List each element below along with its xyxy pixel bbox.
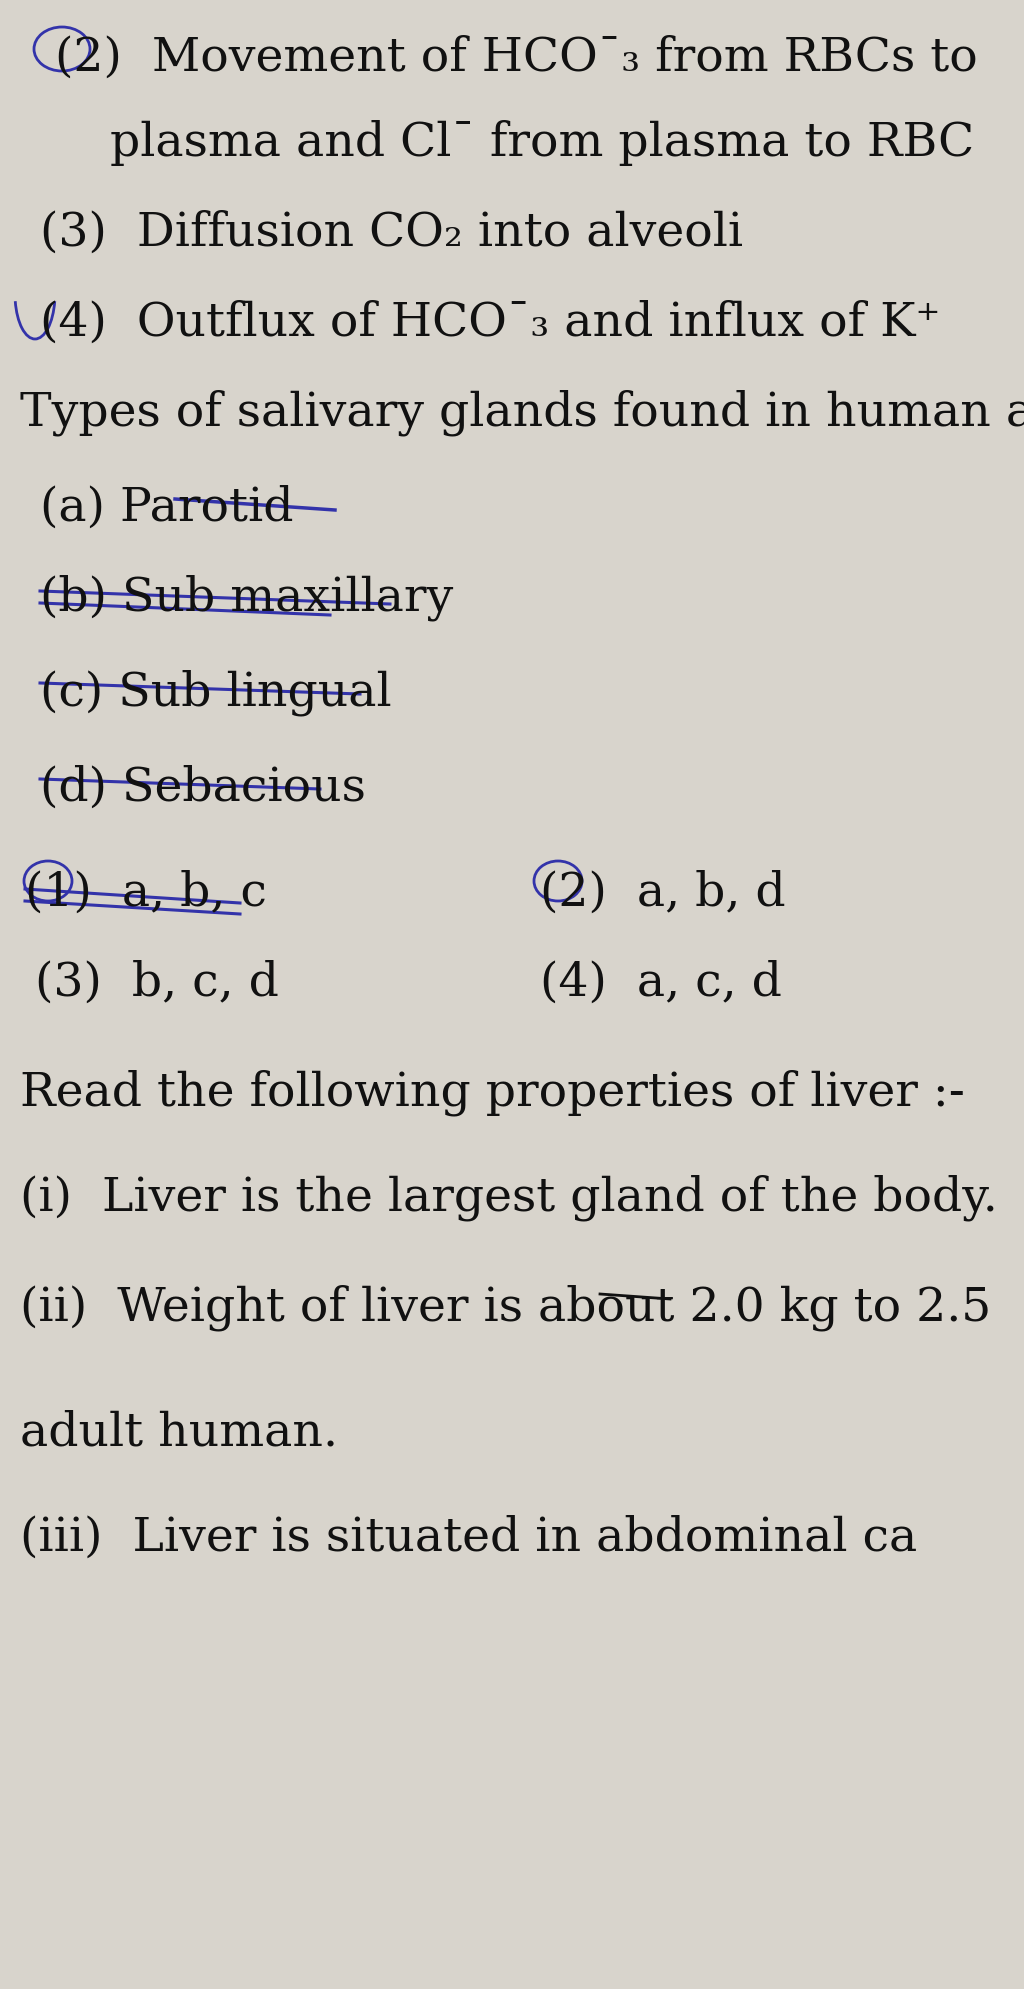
Text: (4)  Outflux of HCO¯₃ and influx of K⁺: (4) Outflux of HCO¯₃ and influx of K⁺ — [40, 300, 940, 346]
Text: (4)  a, c, d: (4) a, c, d — [540, 959, 782, 1004]
Text: adult human.: adult human. — [20, 1410, 338, 1454]
Text: (2)  a, b, d: (2) a, b, d — [540, 869, 785, 915]
Text: Types of salivary glands found in human a: Types of salivary glands found in human … — [20, 390, 1024, 436]
Text: (i)  Liver is the largest gland of the body.: (i) Liver is the largest gland of the bo… — [20, 1174, 997, 1221]
Text: (iii)  Liver is situated in abdominal ca: (iii) Liver is situated in abdominal ca — [20, 1514, 918, 1559]
Text: (c) Sub lingual: (c) Sub lingual — [40, 670, 391, 716]
Text: (ii)  Weight of liver is about 2.0 kg to 2.5: (ii) Weight of liver is about 2.0 kg to … — [20, 1285, 991, 1331]
Text: plasma and Cl¯ from plasma to RBC: plasma and Cl¯ from plasma to RBC — [110, 119, 974, 165]
Text: (d) Sebacious: (d) Sebacious — [40, 764, 366, 810]
Text: (b) Sub maxillary: (b) Sub maxillary — [40, 575, 454, 621]
Text: (1)  a, b, c: (1) a, b, c — [25, 869, 267, 915]
Text: (3)  b, c, d: (3) b, c, d — [35, 959, 279, 1004]
Text: (2)  Movement of HCO¯₃ from RBCs to: (2) Movement of HCO¯₃ from RBCs to — [55, 36, 978, 80]
Text: (a) Parotid: (a) Parotid — [40, 485, 294, 529]
Text: (3)  Diffusion CO₂ into alveoli: (3) Diffusion CO₂ into alveoli — [40, 211, 743, 255]
Text: Read the following properties of liver :-: Read the following properties of liver :… — [20, 1070, 965, 1116]
